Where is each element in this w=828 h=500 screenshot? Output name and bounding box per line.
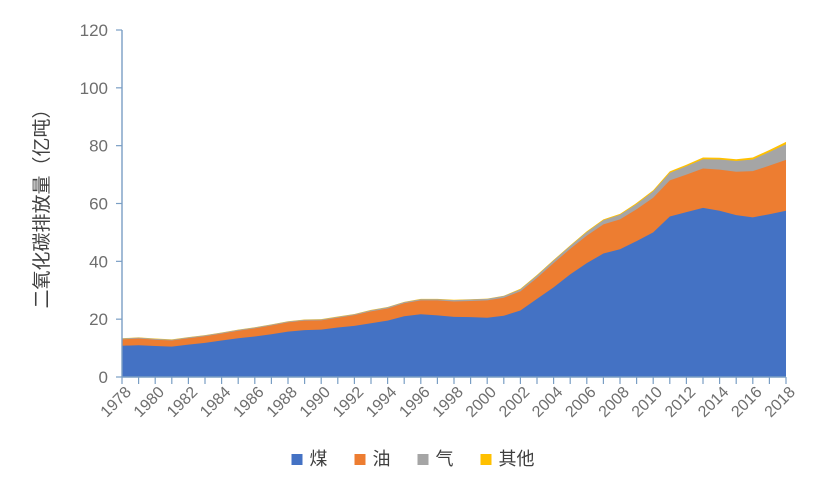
legend-label-4[interactable]: 其他 bbox=[499, 449, 535, 469]
y-axis-ticks bbox=[116, 29, 122, 378]
area-series-1 bbox=[122, 207, 786, 377]
legend-swatch-3[interactable] bbox=[417, 454, 429, 465]
y-axis-tick-labels: 0 20 40 60 80 100 120 bbox=[80, 21, 108, 387]
y-tick-label: 40 bbox=[89, 252, 108, 271]
legend-swatch-2[interactable] bbox=[354, 454, 366, 465]
x-axis-ticks bbox=[121, 377, 787, 384]
legend-label-3[interactable]: 气 bbox=[436, 449, 454, 469]
y-tick-label: 80 bbox=[89, 137, 108, 156]
legend-label-2[interactable]: 油 bbox=[373, 449, 391, 469]
y-tick-label: 120 bbox=[80, 21, 108, 40]
y-tick-label: 20 bbox=[89, 310, 108, 329]
y-tick-label: 100 bbox=[80, 79, 108, 98]
y-tick-label: 0 bbox=[99, 368, 108, 387]
legend-swatch-1[interactable] bbox=[291, 454, 303, 465]
y-tick-label: 60 bbox=[89, 195, 108, 214]
chart-legend: 煤 油 气 其他 bbox=[291, 449, 535, 469]
legend-swatch-4[interactable] bbox=[480, 454, 492, 465]
legend-label-1[interactable]: 煤 bbox=[310, 449, 328, 469]
y-axis-title: 二氧化碳排放量（亿吨） bbox=[31, 99, 53, 308]
plot-areas bbox=[122, 141, 786, 377]
